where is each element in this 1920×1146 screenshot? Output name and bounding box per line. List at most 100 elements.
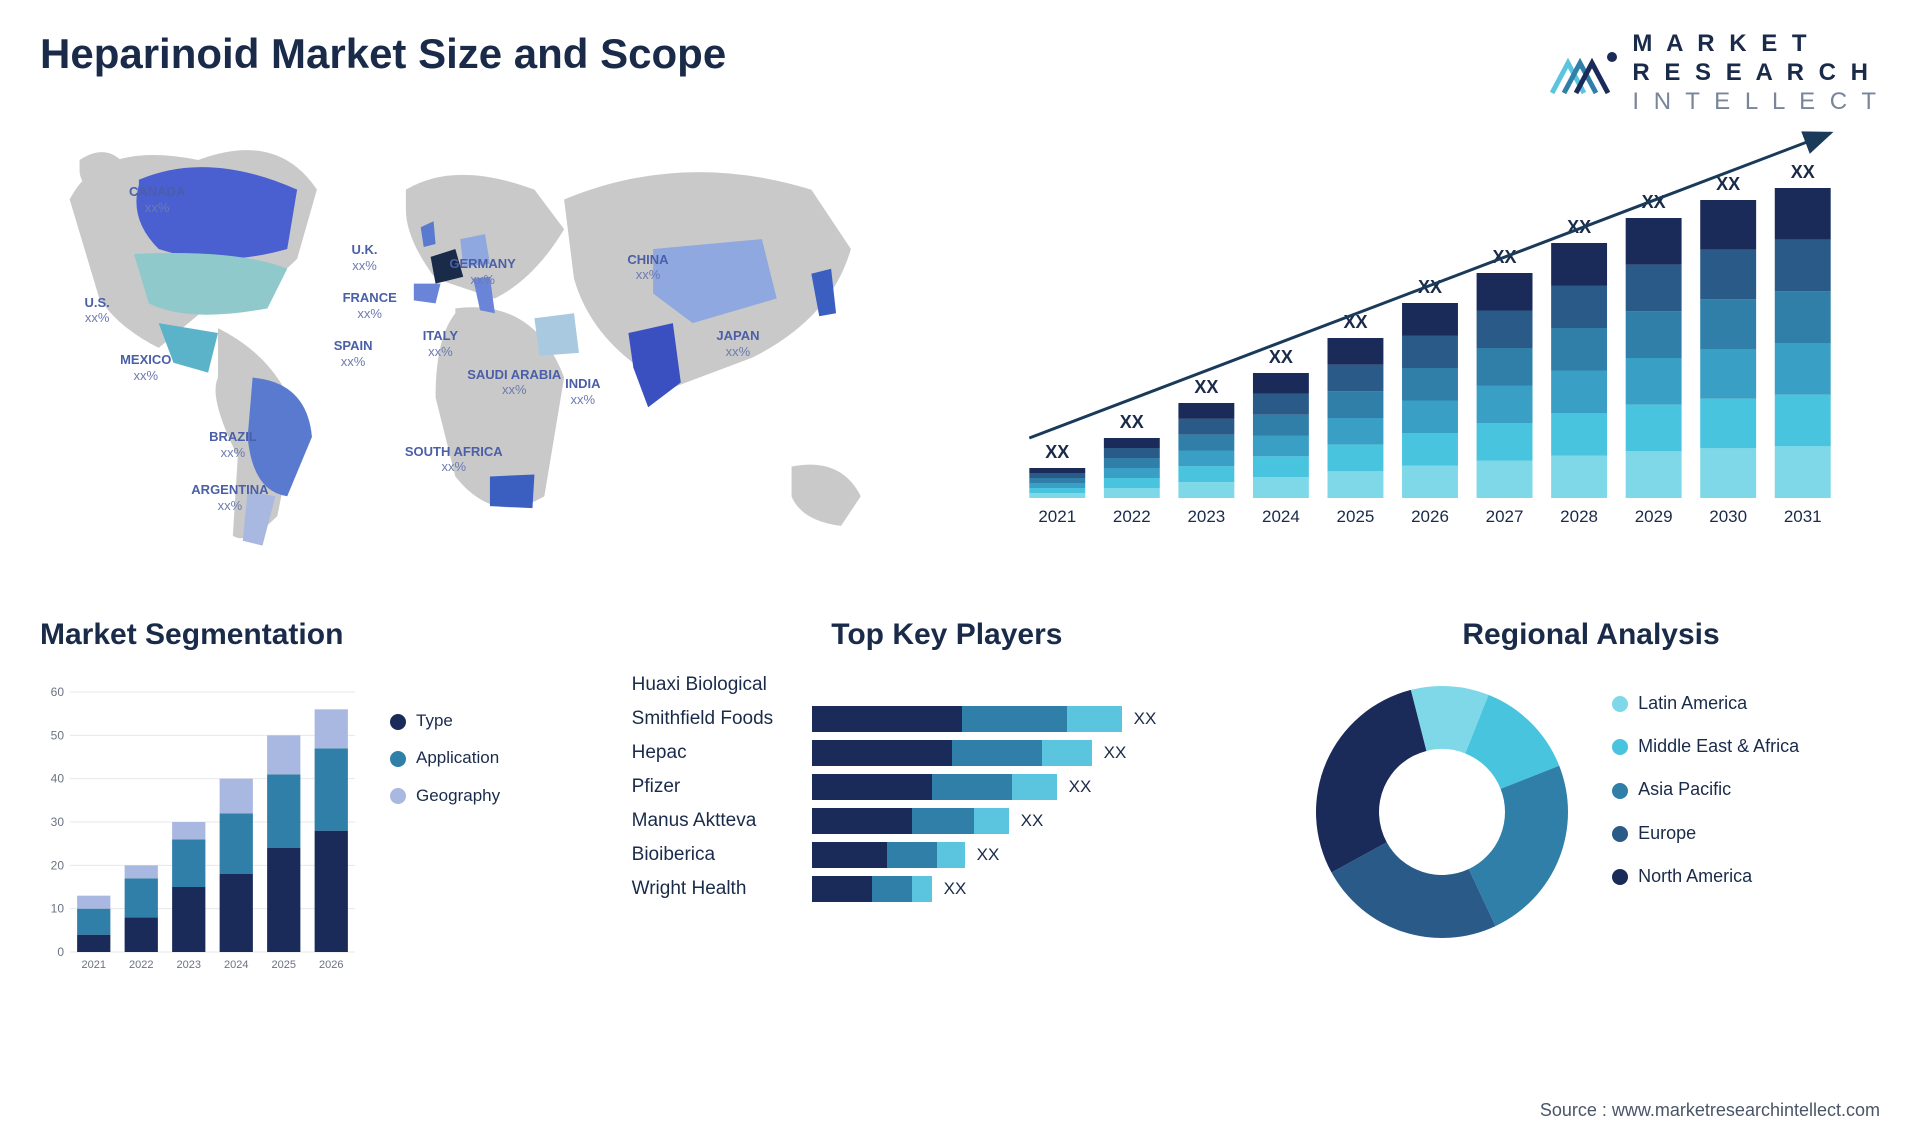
seg-bar-seg (220, 779, 253, 814)
segmentation-legend: TypeApplicationGeography (390, 672, 500, 982)
growth-x-label: 2031 (1784, 507, 1822, 526)
growth-bar-seg (1029, 473, 1085, 478)
map-label-spain: SPAINxx% (334, 338, 373, 369)
player-bar (812, 808, 1009, 834)
growth-bar-seg (1775, 395, 1831, 447)
map-label-brazil: BRAZILxx% (209, 429, 257, 460)
growth-bar-seg (1178, 466, 1234, 482)
growth-bar-label: XX (1194, 377, 1218, 397)
player-value: XX (944, 879, 967, 899)
regional-legend-item: Latin America (1612, 682, 1799, 725)
growth-bar-seg (1328, 365, 1384, 392)
map-label-germany: GERMANYxx% (449, 256, 515, 287)
key-players-title: Top Key Players (632, 618, 1262, 652)
player-name: Hepac (632, 742, 812, 764)
regional-legend: Latin AmericaMiddle East & AfricaAsia Pa… (1612, 672, 1799, 898)
growth-bar-seg (1402, 303, 1458, 336)
growth-bar-seg (1104, 438, 1160, 448)
map-country-saudi-arabia (534, 313, 579, 356)
growth-bar-seg (1402, 401, 1458, 434)
growth-bar-seg (1700, 448, 1756, 498)
player-name: Huaxi Biological (632, 674, 812, 696)
player-name: Smithfield Foods (632, 708, 812, 730)
map-label-france: FRANCExx% (343, 290, 397, 321)
growth-bar-seg (1402, 368, 1458, 401)
player-name: Wright Health (632, 878, 812, 900)
seg-bar-seg (77, 935, 110, 952)
seg-bar-seg (125, 878, 158, 917)
player-row: Manus AkttevaXX (632, 808, 1262, 834)
growth-bar-seg (1253, 477, 1309, 498)
player-value: XX (1069, 777, 1092, 797)
regional-title: Regional Analysis (1302, 618, 1880, 652)
growth-bar-seg (1178, 482, 1234, 498)
player-row: Hepac XX (632, 740, 1262, 766)
growth-bar-seg (1626, 311, 1682, 358)
map-label-italy: ITALYxx% (423, 328, 458, 359)
svg-text:50: 50 (51, 728, 65, 742)
growth-bar-seg (1626, 265, 1682, 312)
growth-bar-seg (1551, 286, 1607, 329)
growth-bar-seg (1551, 328, 1607, 371)
map-label-india: INDIAxx% (565, 376, 600, 407)
source-text: Source : www.marketresearchintellect.com (1540, 1100, 1880, 1121)
growth-bar-seg (1029, 468, 1085, 473)
growth-bar-seg (1700, 250, 1756, 300)
growth-bar-seg (1775, 343, 1831, 395)
key-players-list: Huaxi Biological Smithfield Foods XX Hepac X… (632, 672, 1262, 902)
growth-bar-seg (1402, 466, 1458, 499)
regional-donut (1302, 672, 1582, 952)
seg-bar-seg (77, 909, 110, 935)
growth-bar-seg (1253, 394, 1309, 415)
growth-bar-seg (1178, 451, 1234, 467)
growth-bar-seg (1551, 456, 1607, 499)
logo-text-2: R E S E A R C H (1632, 59, 1872, 86)
growth-x-label: 2029 (1635, 507, 1673, 526)
player-name: Manus Aktteva (632, 810, 812, 832)
player-value: XX (1104, 743, 1127, 763)
growth-bar-seg (1551, 243, 1607, 286)
seg-legend-item: Geography (390, 777, 500, 814)
growth-x-label: 2025 (1337, 507, 1375, 526)
svg-text:30: 30 (51, 815, 65, 829)
growth-bar-seg (1477, 461, 1533, 499)
player-row: Huaxi Biological (632, 672, 1262, 698)
player-value: XX (1134, 709, 1157, 729)
svg-text:2025: 2025 (272, 959, 296, 971)
regional-legend-item: Europe (1612, 812, 1799, 855)
growth-bar-seg (1029, 488, 1085, 493)
growth-x-label: 2023 (1187, 507, 1225, 526)
growth-bar-seg (1328, 338, 1384, 365)
svg-text:40: 40 (51, 772, 65, 786)
growth-chart-svg: XX2021XX2022XX2023XX2024XX2025XX2026XX20… (990, 98, 1850, 528)
growth-bar-seg (1104, 458, 1160, 468)
growth-bar-label: XX (1716, 174, 1740, 194)
growth-bar-seg (1775, 291, 1831, 343)
growth-bar-seg (1626, 358, 1682, 405)
map-country-south-africa (490, 474, 535, 508)
map-country-u-s- (134, 253, 287, 315)
growth-bar-seg (1029, 483, 1085, 488)
donut-seg (1316, 690, 1426, 873)
svg-text:2023: 2023 (177, 959, 201, 971)
growth-bar-seg (1626, 451, 1682, 498)
svg-text:2024: 2024 (224, 959, 248, 971)
seg-bar-seg (77, 896, 110, 909)
svg-text:2026: 2026 (319, 959, 343, 971)
growth-bar-seg (1029, 478, 1085, 483)
growth-bar-seg (1477, 423, 1533, 461)
player-row: Smithfield Foods XX (632, 706, 1262, 732)
growth-bar-seg (1402, 433, 1458, 466)
growth-bar-seg (1178, 435, 1234, 451)
seg-bar-seg (315, 748, 348, 830)
growth-bar-seg (1700, 299, 1756, 349)
svg-text:2021: 2021 (82, 959, 106, 971)
svg-text:2022: 2022 (129, 959, 153, 971)
regional-legend-item: North America (1612, 855, 1799, 898)
seg-bar-seg (125, 917, 158, 952)
growth-bar-seg (1253, 415, 1309, 436)
growth-bar-label: XX (1120, 412, 1144, 432)
growth-bar-seg (1104, 488, 1160, 498)
growth-x-label: 2024 (1262, 507, 1300, 526)
growth-bar-seg (1477, 348, 1533, 386)
